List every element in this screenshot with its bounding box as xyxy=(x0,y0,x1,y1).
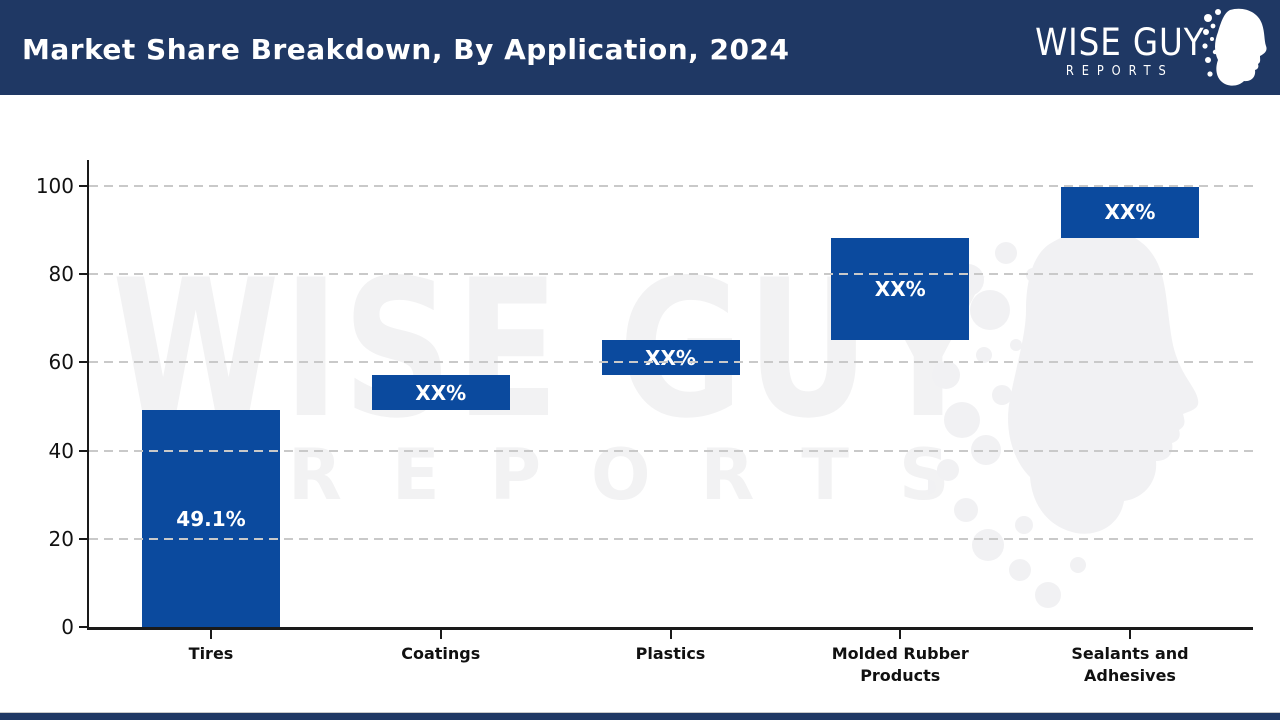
y-axis-tick xyxy=(79,537,88,540)
x-axis-tick xyxy=(899,630,902,639)
bar-segment-plastics: XX% xyxy=(601,339,740,376)
x-axis-label: Sealants and Adhesives xyxy=(1071,644,1189,685)
wise-guy-reports-logo: WISE GUY REPORTS xyxy=(1032,0,1272,95)
x-axis-tick xyxy=(1129,630,1131,639)
chart-canvas: WISE GUY REPORTS 0 20 40 60 80 100 49.1% Tires X… xyxy=(0,95,1280,713)
bar-value-label: 49.1% xyxy=(176,506,246,531)
y-axis-tick-label: 40 xyxy=(48,438,74,463)
page-title: Market Share Breakdown, By Application, … xyxy=(22,33,790,66)
dotted-head-icon xyxy=(1202,8,1267,86)
x-axis-tick xyxy=(210,630,212,639)
x-axis-label: Tires xyxy=(188,644,234,663)
y-axis-tick-label: 100 xyxy=(35,174,74,198)
x-axis-label: Molded Rubber Products xyxy=(831,644,969,685)
x-axis-label: Plastics xyxy=(635,644,706,663)
logo-subtitle: REPORTS xyxy=(1065,64,1174,79)
bar-segment-tires: 49.1% xyxy=(142,410,280,627)
logo-wordmark: WISE GUY xyxy=(1034,21,1204,64)
bar-segment-coatings: XX% xyxy=(371,375,510,411)
bar-value-label: XX% xyxy=(874,276,926,301)
bar-segment-sealants-and-adhesives: XX% xyxy=(1061,186,1199,238)
y-axis-tick xyxy=(79,449,88,452)
bar-value-label: XX% xyxy=(645,345,696,370)
header-bar: Market Share Breakdown, By Application, … xyxy=(0,0,1280,95)
x-axis-tick xyxy=(439,630,442,639)
y-axis-tick xyxy=(79,361,88,364)
y-axis-tick-label: 60 xyxy=(48,350,74,375)
y-gridline xyxy=(89,185,1253,187)
x-axis-label: Coatings xyxy=(401,644,481,663)
y-gridline xyxy=(89,273,1253,276)
watermark-head-graphic xyxy=(928,228,1199,608)
y-axis-tick xyxy=(79,185,88,187)
bar-value-label: XX% xyxy=(1104,200,1156,225)
x-axis-tick xyxy=(669,630,672,639)
bar-value-label: XX% xyxy=(415,380,467,405)
watermark-subtitle: REPORTS xyxy=(288,434,1000,516)
y-gridline xyxy=(89,537,1253,540)
logo-text: WISE GUY REPORTS xyxy=(1035,24,1204,79)
y-axis xyxy=(87,159,89,629)
y-axis-tick xyxy=(79,273,88,276)
y-axis-tick-label: 0 xyxy=(61,615,74,639)
y-axis-tick-label: 20 xyxy=(48,526,74,551)
y-axis-tick-label: 80 xyxy=(48,262,74,287)
y-gridline xyxy=(89,361,1253,364)
footer-bar xyxy=(0,712,1280,720)
bar-segment-molded-rubber-products: XX% xyxy=(831,237,970,340)
y-gridline xyxy=(89,449,1253,452)
x-axis xyxy=(87,627,1253,630)
y-axis-tick xyxy=(79,626,88,628)
